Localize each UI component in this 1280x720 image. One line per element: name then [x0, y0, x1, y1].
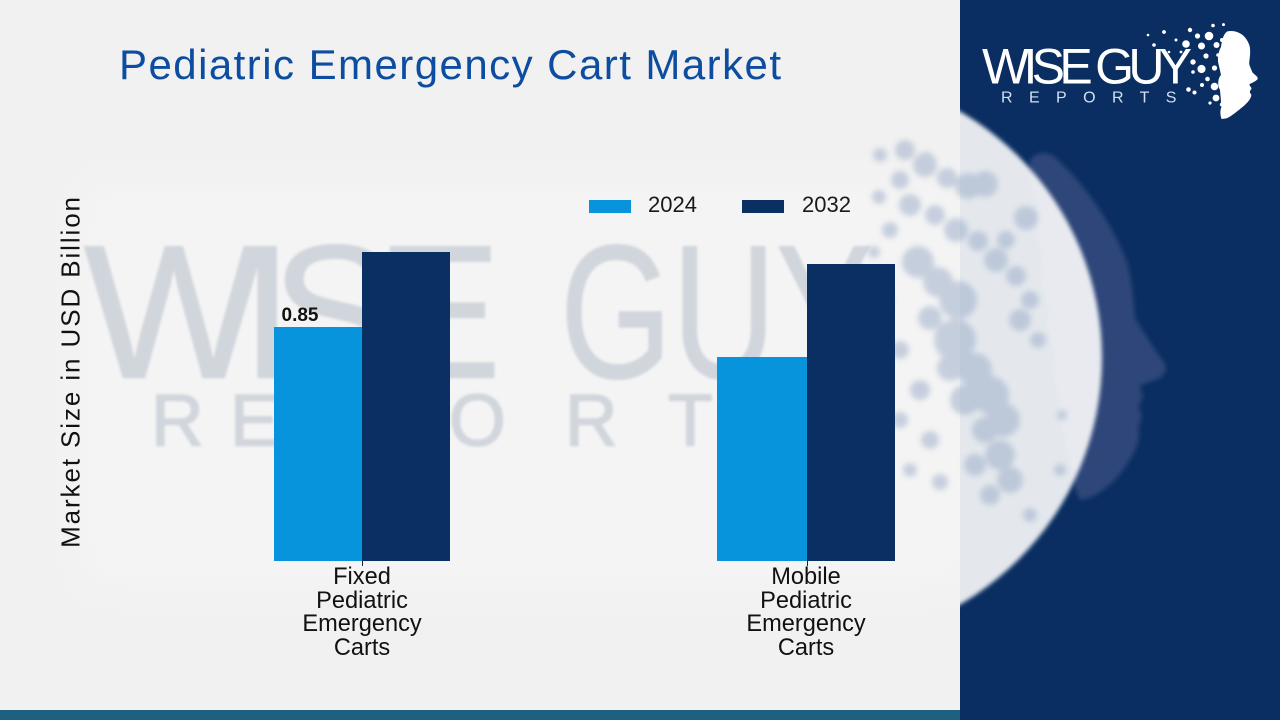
svg-text:WISE GUY: WISE GUY [982, 39, 1192, 95]
svg-text:REPORTS: REPORTS [1001, 90, 1193, 107]
